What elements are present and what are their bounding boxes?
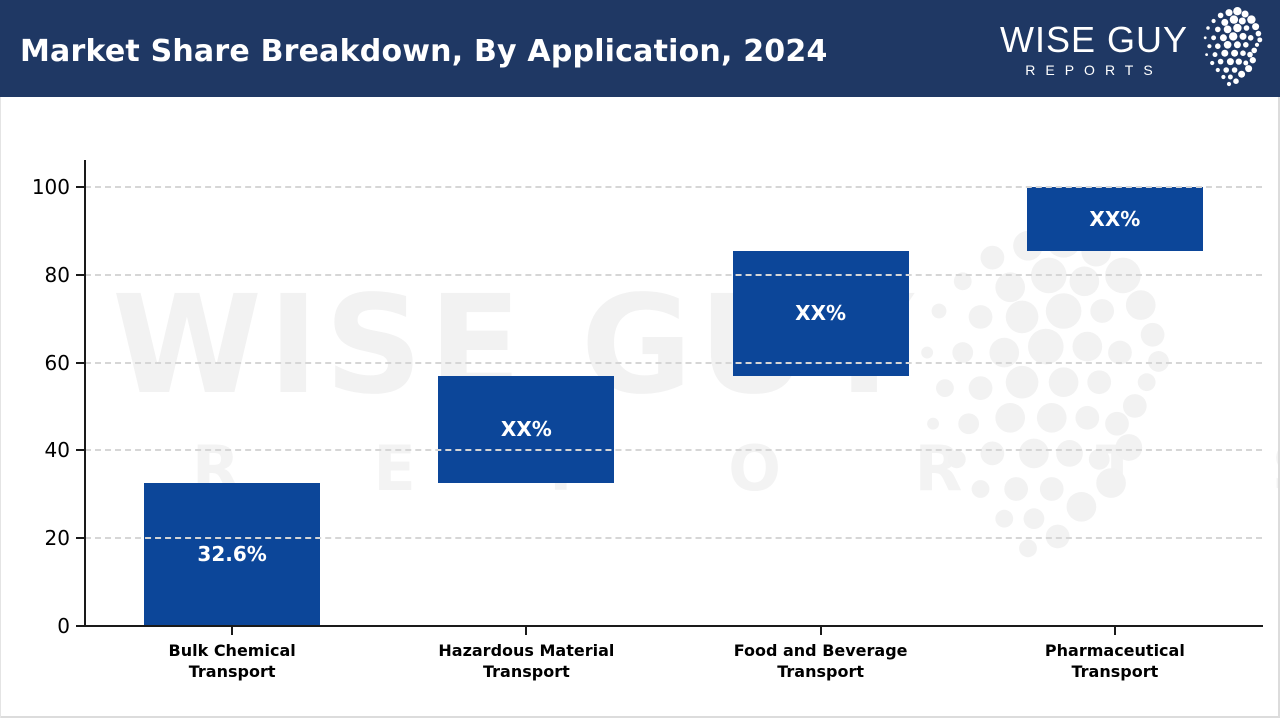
y-tick-mark [76,449,84,452]
y-axis-line [84,160,86,627]
gridline-y40 [85,449,1262,452]
x-axis-label: Pharmaceutical Transport [1044,641,1185,681]
y-tick-label: 0 [57,614,70,638]
bar-value-label: 32.6% [197,542,267,567]
y-tick-mark [76,537,84,540]
gridline-y60 [85,361,1262,364]
y-tick-label: 80 [44,262,70,287]
x-tick-mark [231,627,234,635]
brand-name: WISE GUY [999,19,1188,60]
x-axis-label: Hazardous Material Transport [438,641,615,681]
dot-head-logo-icon [1203,7,1263,87]
y-tick-label: 100 [31,175,70,199]
bar-segment: XX% [438,375,615,483]
bar-value-label: XX% [500,417,552,442]
x-tick-mark [1113,627,1116,635]
header-bar: Market Share Breakdown, By Application, … [0,0,1280,97]
frame-border-right [1278,97,1280,718]
y-tick-label: 20 [44,526,70,551]
y-tick-mark [76,625,84,627]
gridline-y20 [85,537,1262,540]
gridline-y80 [85,273,1262,276]
y-tick-mark [76,273,84,276]
x-tick-mark [819,627,822,635]
x-tick-mark [525,627,528,635]
y-tick-label: 60 [44,350,70,375]
gridline-y100 [85,186,1262,188]
bar-segment: XX% [1026,187,1203,251]
page-title: Market Share Breakdown, By Application, … [20,34,828,69]
x-axis-label: Food and Beverage Transport [733,641,908,681]
y-tick-mark [76,186,84,188]
y-tick-label: 40 [44,438,70,463]
bar-value-label: XX% [795,301,847,326]
x-axis-label: Bulk Chemical Transport [168,641,296,681]
frame-border-bottom [0,716,1280,718]
bar-value-label: XX% [1089,206,1141,231]
brand-subname: REPORTS [1025,62,1163,78]
y-tick-mark [76,361,84,364]
bar-segment: XX% [732,250,909,376]
bar-segment: 32.6% [144,482,321,626]
brand-logo: WISE GUY REPORTS [1000,6,1266,92]
frame-border-left [0,97,1,718]
x-axis-line [84,625,1263,627]
brand-wordmark: WISE GUY REPORTS [999,19,1188,79]
